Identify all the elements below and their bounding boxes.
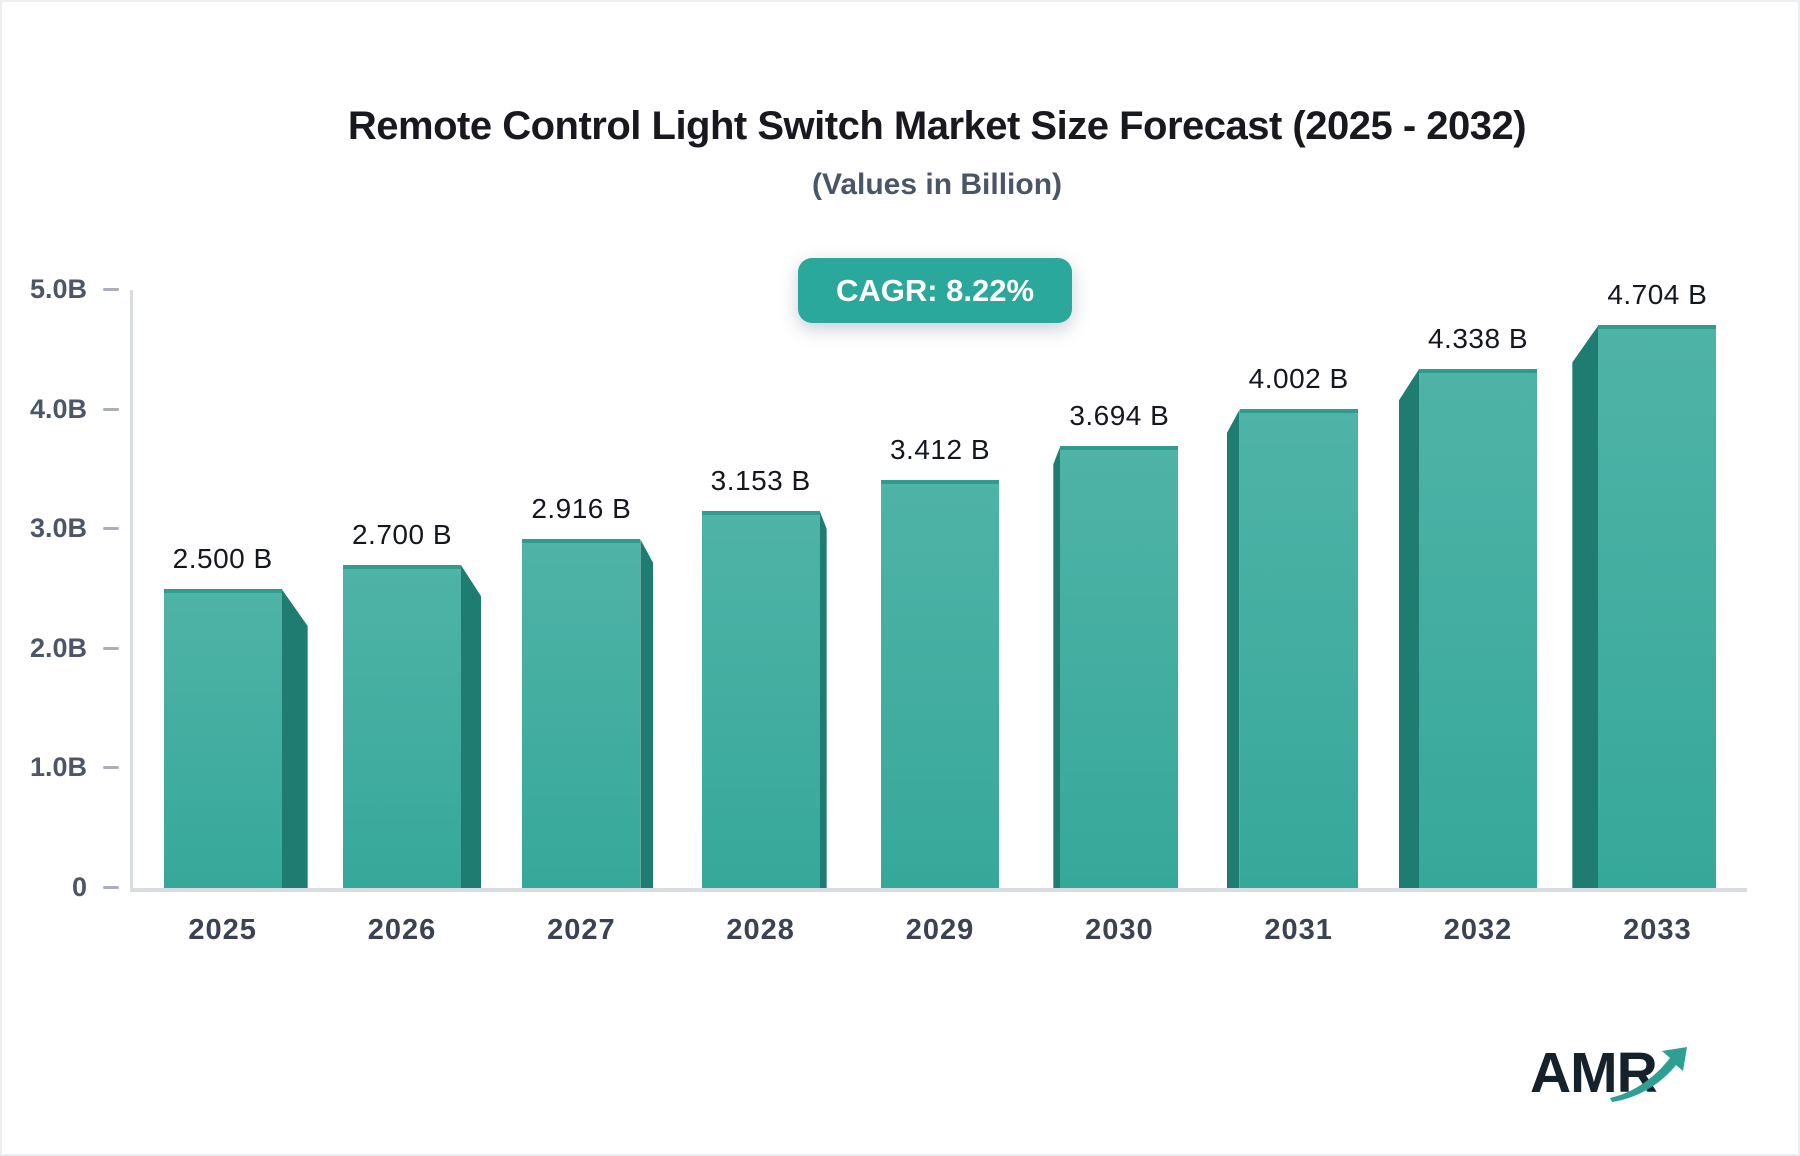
x-axis-label: 2026: [367, 914, 437, 946]
tick-mark: [103, 886, 119, 889]
bar-value-label: 2.700 B: [351, 519, 453, 551]
chart-subtitle: (Values in Billion): [811, 168, 1063, 201]
tick-mark: [103, 527, 119, 531]
y-tick-label: 0: [71, 872, 87, 902]
x-axis-label: 2032: [1443, 914, 1513, 946]
x-axis-label: 2033: [1623, 914, 1692, 946]
amr-logo: AMR: [1530, 1041, 1687, 1105]
tick-mark: [103, 407, 119, 411]
bar-value-label: 3.694 B: [1069, 400, 1170, 432]
bar-value-label: 4.704 B: [1607, 279, 1708, 311]
bar-side-face: [281, 589, 308, 888]
y-tick-label: 4.0B: [29, 393, 87, 424]
bar-2026: [343, 565, 461, 888]
y-tick-label: 1.0B: [29, 752, 87, 783]
x-axis-label: 2029: [905, 914, 975, 946]
bar-side-face: [640, 539, 654, 888]
bar-2030: [1060, 446, 1179, 888]
bar-2033: [1598, 325, 1717, 888]
y-tick-label: 3.0B: [29, 513, 87, 544]
x-axis-label: 2027: [547, 914, 616, 946]
x-axis-label: 2025: [188, 914, 257, 946]
bar-2032: [1419, 369, 1537, 888]
cagr-badge: CAGR: 8.22%: [797, 258, 1073, 323]
bar-value-label: 4.002 B: [1248, 363, 1349, 395]
bar-2028: [701, 510, 820, 888]
bar-2027: [522, 539, 641, 888]
plot-area: 5.0B 4.0B 3.0B 2.0B 1.0B 0 2.500 B 2.700 B 2.91…: [30, 274, 1747, 946]
tick-mark: [103, 288, 119, 291]
bar-side-face: [819, 510, 827, 888]
bar-side-face: [461, 565, 481, 888]
bar-2025: [163, 589, 282, 888]
tick-mark: [103, 766, 119, 770]
x-axis-label: 2031: [1264, 914, 1333, 946]
x-axis-label: 2030: [1085, 914, 1154, 946]
y-tick-label: 5.0B: [29, 274, 87, 304]
bar-side-face: [1226, 409, 1240, 888]
chart-title: Remote Control Light Switch Market Size …: [347, 104, 1527, 148]
logo-growth-arrow-icon: [1610, 1047, 1687, 1102]
bar-value-label: 3.412 B: [889, 433, 991, 465]
bar-side-face: [1572, 325, 1599, 888]
logo-text: AMR: [1530, 1041, 1657, 1105]
bar-value-label: 4.338 B: [1427, 323, 1529, 355]
bar-2029: [881, 479, 999, 888]
x-axis-label: 2028: [726, 914, 795, 946]
bar-value-label: 3.153 B: [710, 464, 811, 496]
bar-side-face: [1399, 369, 1419, 888]
bar-2031: [1239, 409, 1358, 888]
y-tick-label: 2.0B: [29, 632, 87, 663]
bar-value-label: 2.916 B: [531, 493, 632, 525]
bar-side-face: [1053, 446, 1061, 888]
tick-mark: [103, 646, 119, 650]
bar-value-label: 2.500 B: [172, 543, 273, 574]
